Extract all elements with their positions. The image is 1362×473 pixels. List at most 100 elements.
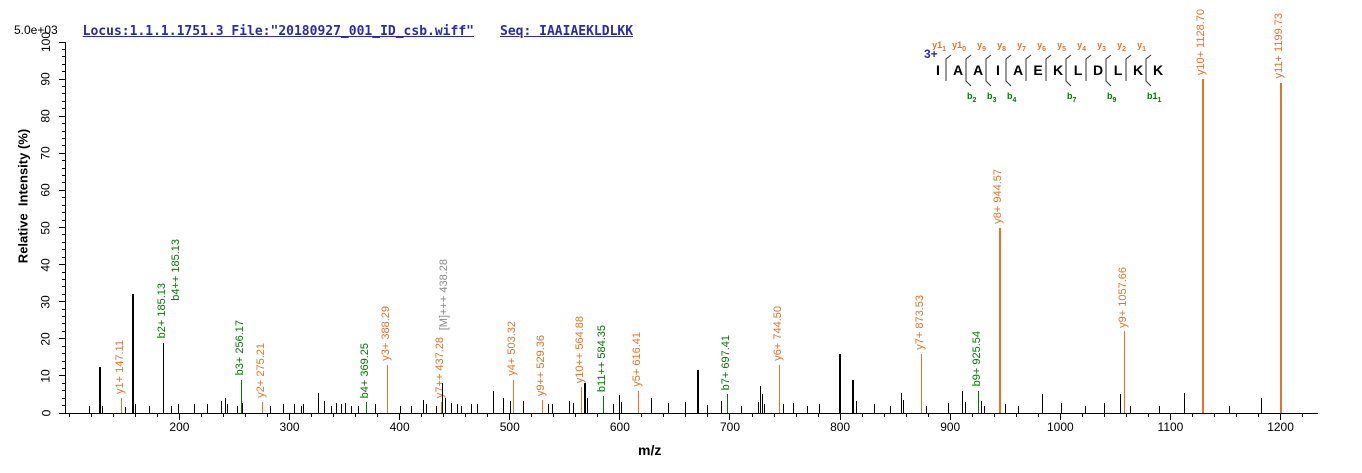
peak-ion-label: y10++ 564.88 <box>574 315 587 384</box>
x-tick <box>1258 413 1260 417</box>
peak <box>493 391 495 413</box>
peak <box>1041 394 1043 413</box>
x-tick-label: 600 <box>609 420 630 434</box>
plot-area: 200 300 400 500 600 700 800 900 1000 1100 1200 0 10 2… <box>39 9 1318 434</box>
y-tick <box>62 316 65 318</box>
peak <box>341 404 343 413</box>
peak <box>962 391 964 413</box>
y-tick <box>62 405 65 407</box>
y-tick <box>59 375 65 377</box>
x-tick <box>1015 413 1017 417</box>
y-ion-tag: y7 <box>1017 40 1026 53</box>
x-tick <box>729 413 731 420</box>
peak <box>375 404 377 413</box>
peak <box>503 397 505 413</box>
peak <box>331 406 333 413</box>
peak <box>1005 404 1007 413</box>
peak <box>132 294 135 413</box>
x-tick <box>553 413 555 417</box>
x-tick <box>1037 413 1039 417</box>
y-tick <box>62 256 65 258</box>
y-tick <box>62 130 65 132</box>
peak-ion-label: b11++ 584.35 <box>595 325 608 393</box>
y-tick <box>59 189 65 191</box>
peak <box>282 403 284 413</box>
peak <box>226 403 228 413</box>
peak-ion-label: b7+ 697.41 <box>720 335 733 391</box>
annotated-peak <box>1280 82 1283 413</box>
peak-ion-label: [M]+++ 438.28 <box>437 259 450 331</box>
annotated-peak <box>542 400 544 413</box>
peak <box>344 402 346 413</box>
y-tick <box>62 56 65 58</box>
peak <box>569 401 571 413</box>
y-ion-tag: y4 <box>1077 40 1086 53</box>
b-ion-tag: b7 <box>1067 91 1077 104</box>
y-ion-tag: y6 <box>1037 40 1046 53</box>
peak-ion-label: y9++ 529.36 <box>535 334 548 397</box>
peak <box>451 402 453 413</box>
y-tick-label: 60 <box>37 173 55 207</box>
residue-letter: I <box>996 62 1000 78</box>
fragment-divider-icon <box>962 54 972 95</box>
y-tick <box>62 397 65 399</box>
peak <box>984 405 986 413</box>
peak <box>855 401 857 413</box>
y-tick <box>62 271 65 273</box>
x-tick <box>465 413 467 417</box>
x-tick <box>795 413 797 417</box>
peak <box>852 379 855 413</box>
peak <box>874 404 876 413</box>
x-tick <box>289 413 291 420</box>
peak <box>620 401 622 413</box>
y-tick <box>62 367 65 369</box>
x-tick <box>1125 413 1127 417</box>
x-tick-label: 800 <box>830 420 851 434</box>
x-tick <box>1236 413 1237 417</box>
peak-ion-label: b4+ 369.25 <box>358 342 371 398</box>
x-tick-label: 1000 <box>1046 420 1074 434</box>
peak <box>807 405 809 413</box>
peak <box>1119 394 1121 413</box>
peak <box>410 406 412 413</box>
x-tick <box>663 413 665 417</box>
y-axis-title: Relative Intensity (%) <box>15 128 31 264</box>
y-tick <box>59 227 65 228</box>
y-tick-label: 70 <box>37 136 55 170</box>
peak-ion-label: y7++ 437.28 <box>433 336 446 398</box>
residue-letter: A <box>952 62 964 78</box>
y-tick <box>62 278 65 280</box>
annotated-peak <box>121 398 123 413</box>
x-tick-label: 1100 <box>1157 420 1184 434</box>
intensity-scale-label: 5.0e+03 <box>14 23 58 37</box>
y-tick <box>62 108 65 110</box>
y-tick <box>62 100 65 102</box>
peak-ion-label: y1+ 147.11 <box>114 340 127 395</box>
x-tick <box>90 413 92 417</box>
peak <box>178 403 180 413</box>
x-tick <box>751 413 753 417</box>
peak-ion-label: b4++ 185.13 <box>170 238 183 301</box>
sequence-label: Seq: IAAIAEKLDLKK <box>500 24 634 39</box>
residue-letter: D <box>1092 62 1104 78</box>
y-tick-label: 10 <box>37 359 55 393</box>
peak-ion-label: y8+ 944.57 <box>992 168 1005 224</box>
y-tick-value: 40 <box>38 257 53 272</box>
x-tick <box>200 413 202 417</box>
x-tick <box>134 413 136 417</box>
x-tick <box>377 413 379 417</box>
peak <box>839 353 841 413</box>
y-tick-value: 100 <box>39 31 53 53</box>
y-ion-tag: y5 <box>1057 40 1066 53</box>
peak <box>792 402 794 413</box>
peak <box>125 407 127 413</box>
peak <box>925 406 927 413</box>
peak <box>618 394 620 413</box>
x-tick <box>1169 413 1171 420</box>
x-tick-label: 1200 <box>1267 420 1294 434</box>
residue-letter: K <box>1152 62 1164 78</box>
annotated-peak <box>1202 79 1205 413</box>
peak-ion-label: b3+ 256.17 <box>234 320 247 376</box>
peak-ion-label: y9+ 1057.66 <box>1116 266 1129 328</box>
